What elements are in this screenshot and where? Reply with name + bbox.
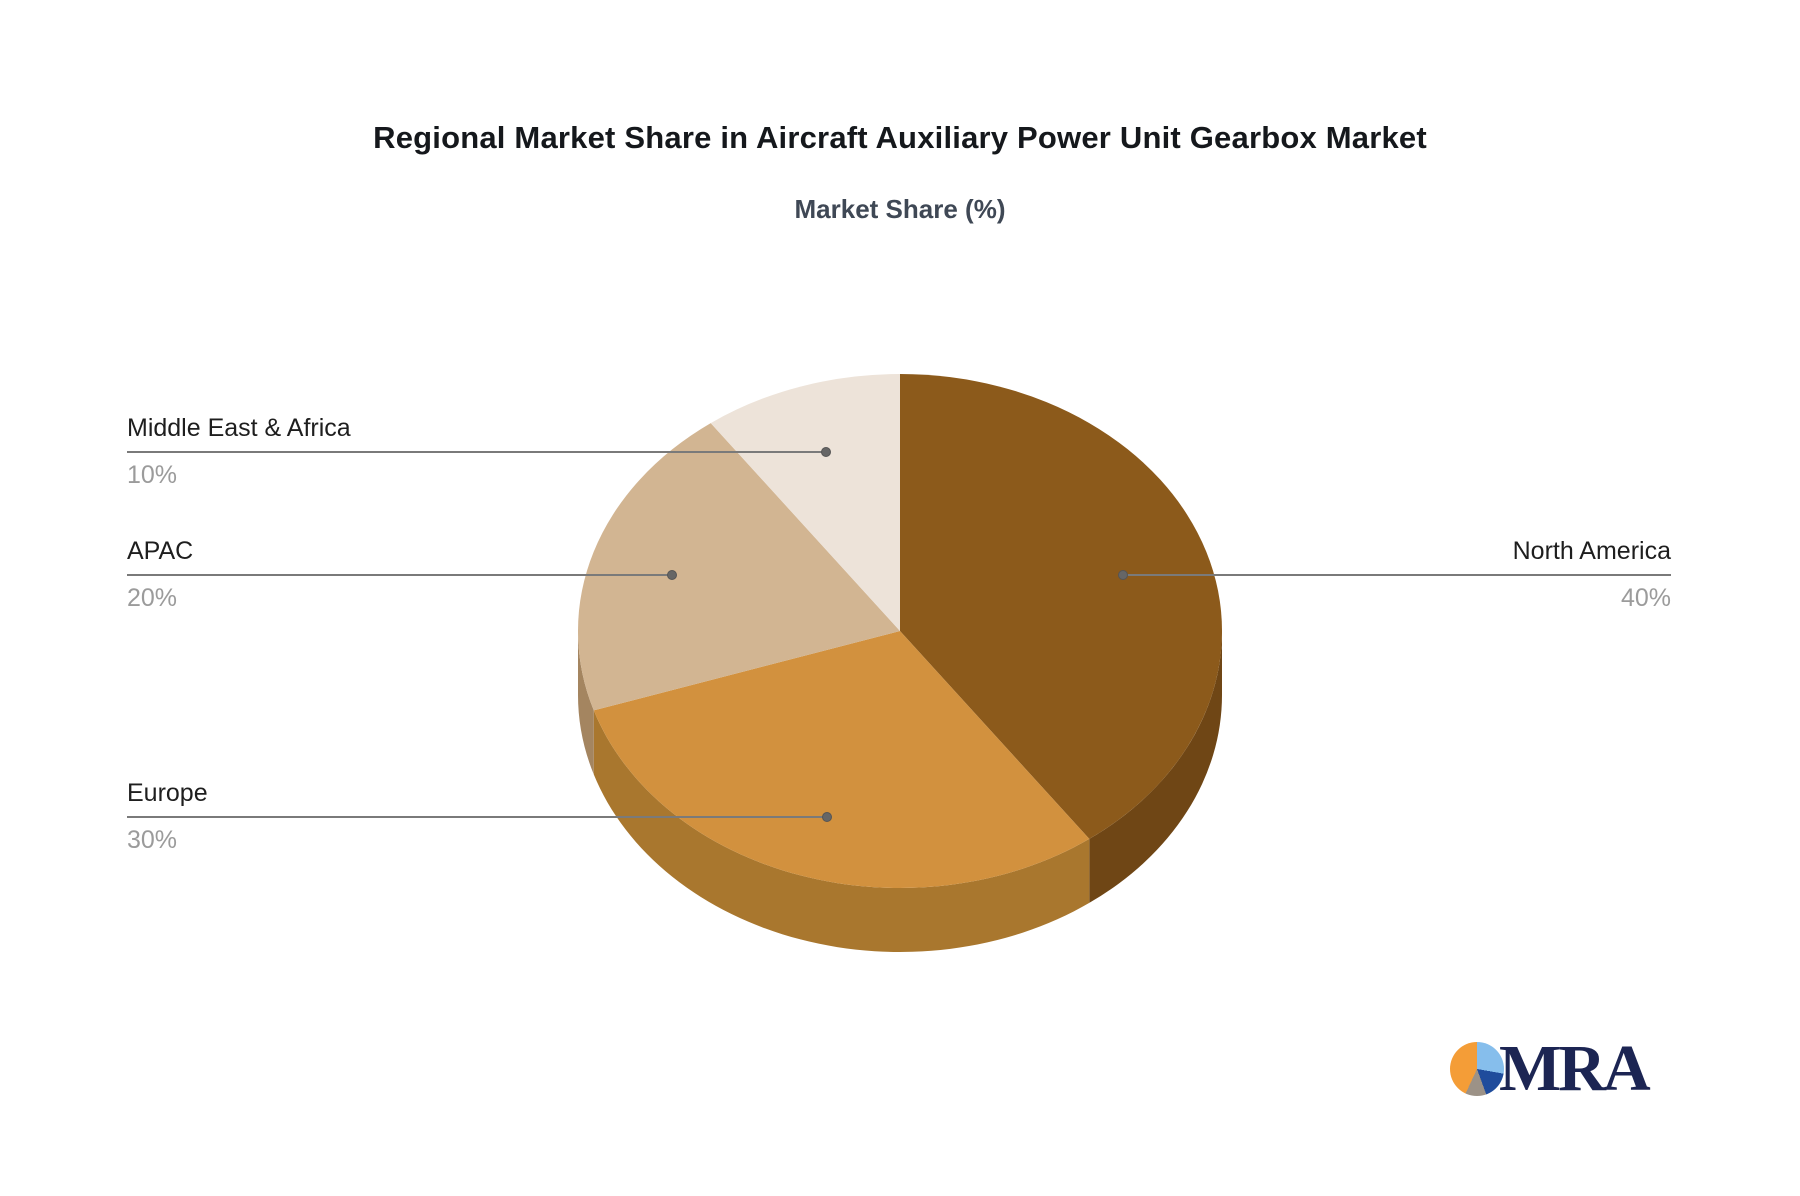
leader-line <box>127 574 672 576</box>
slice-label: North America <box>1512 537 1671 565</box>
leader-dot <box>667 570 677 580</box>
slice-label: APAC <box>127 537 194 565</box>
leader-line <box>1123 574 1671 576</box>
slice-percent: 10% <box>127 461 178 489</box>
slice-percent: 20% <box>127 584 178 612</box>
mra-logo-pie-icon <box>1450 1042 1504 1096</box>
leader-dot <box>1118 570 1128 580</box>
slice-label: Middle East & Africa <box>127 414 351 442</box>
slice-percent: 30% <box>127 826 178 854</box>
slice-label: Europe <box>127 779 208 807</box>
leader-line <box>127 816 827 818</box>
slice-percent: 40% <box>1620 584 1671 612</box>
leader-dot <box>821 447 831 457</box>
chart-title: Regional Market Share in Aircraft Auxili… <box>373 120 1427 155</box>
mra-logo-text: MRA <box>1499 1032 1651 1105</box>
chart-subtitle: Market Share (%) <box>794 194 1006 224</box>
mra-logo: MRA <box>1450 1034 1710 1104</box>
leader-dot <box>822 812 832 822</box>
leader-line <box>127 451 826 453</box>
